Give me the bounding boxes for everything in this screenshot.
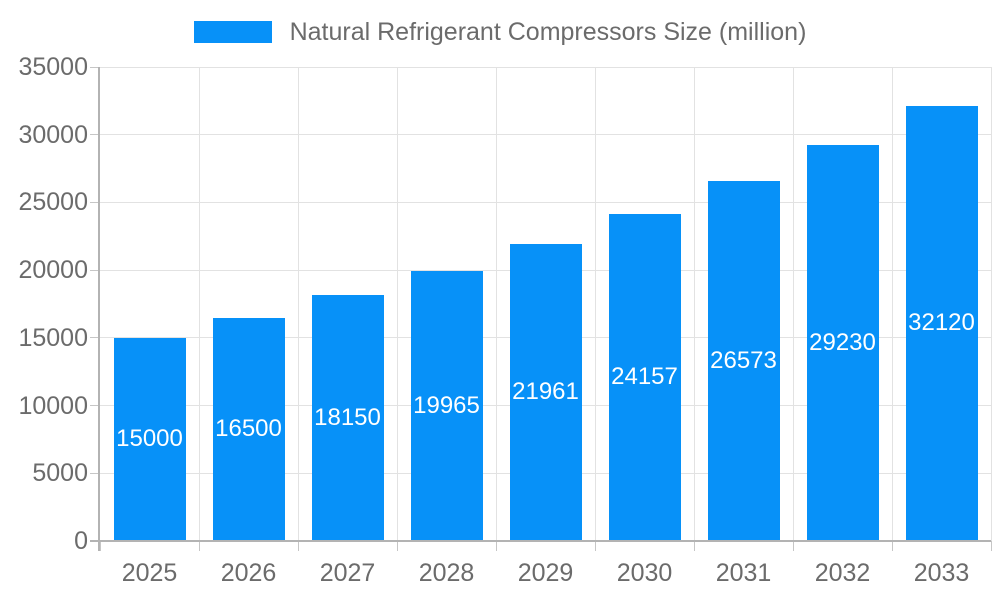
gridline-horizontal xyxy=(100,134,991,136)
x-axis-tick-label: 2026 xyxy=(220,559,277,587)
y-axis-tick-label: 0 xyxy=(74,527,88,555)
x-axis-tick-label: 2027 xyxy=(319,559,376,587)
x-axis-tick-label: 2025 xyxy=(121,559,178,587)
x-axis-tick-mark xyxy=(198,541,200,551)
gridline-vertical xyxy=(198,67,200,541)
bar[interactable]: 21961 xyxy=(509,243,582,541)
bar[interactable]: 24157 xyxy=(608,213,681,541)
x-axis-tick-mark xyxy=(693,541,695,551)
bar-value-label: 24157 xyxy=(611,363,678,391)
x-axis-tick-label: 2032 xyxy=(814,559,871,587)
bar-value-label: 18150 xyxy=(314,404,381,432)
x-axis-tick-mark xyxy=(990,541,992,551)
y-axis-tick-mark xyxy=(90,66,100,68)
bar-value-label: 29230 xyxy=(809,329,876,357)
x-axis-tick-mark xyxy=(594,541,596,551)
bar-value-label: 15000 xyxy=(116,425,183,453)
y-axis-tick-mark xyxy=(90,134,100,136)
x-axis-tick-label: 2030 xyxy=(616,559,673,587)
gridline-vertical xyxy=(792,67,794,541)
gridline-horizontal xyxy=(100,66,991,68)
y-axis-tick-mark xyxy=(90,405,100,407)
y-axis-tick-mark xyxy=(90,201,100,203)
gridline-vertical xyxy=(693,67,695,541)
x-axis-tick-mark xyxy=(99,541,101,551)
bar-value-label: 19965 xyxy=(413,391,480,419)
x-axis-tick-mark xyxy=(792,541,794,551)
x-axis-tick-label: 2028 xyxy=(418,559,475,587)
bar[interactable]: 19965 xyxy=(410,270,483,541)
x-axis-tick-label: 2033 xyxy=(913,559,970,587)
bar[interactable]: 29230 xyxy=(806,145,879,541)
x-axis-tick-mark xyxy=(495,541,497,551)
x-axis-tick-label: 2031 xyxy=(715,559,772,587)
x-axis-tick-label: 2029 xyxy=(517,559,574,587)
bar-value-label: 16500 xyxy=(215,415,282,443)
bar[interactable]: 16500 xyxy=(212,317,285,541)
legend[interactable]: Natural Refrigerant Compressors Size (mi… xyxy=(0,18,1000,46)
legend-label: Natural Refrigerant Compressors Size (mi… xyxy=(289,18,807,46)
bar[interactable]: 15000 xyxy=(113,337,186,541)
bar[interactable]: 32120 xyxy=(905,106,978,541)
gridline-vertical xyxy=(990,67,992,541)
bar-value-label: 26573 xyxy=(710,347,777,375)
y-axis-tick-label: 25000 xyxy=(18,188,88,217)
y-axis-tick-mark xyxy=(90,337,100,339)
y-axis-tick-label: 35000 xyxy=(18,53,88,81)
y-axis-line xyxy=(98,67,100,551)
x-axis-tick-mark xyxy=(297,541,299,551)
y-axis-tick-label: 30000 xyxy=(18,120,88,149)
y-axis-tick-mark xyxy=(90,472,100,474)
y-axis-tick-label: 15000 xyxy=(18,323,88,352)
bar[interactable]: 26573 xyxy=(707,181,780,541)
y-axis-tick-label: 20000 xyxy=(18,256,88,285)
x-axis-tick-mark xyxy=(891,541,893,551)
bar-value-label: 21961 xyxy=(512,378,579,406)
x-axis-tick-mark xyxy=(396,541,398,551)
legend-swatch xyxy=(193,21,272,43)
bar[interactable]: 18150 xyxy=(311,295,384,541)
y-axis-tick-label: 5000 xyxy=(32,459,88,488)
bar-value-label: 32120 xyxy=(908,309,975,337)
gridline-vertical xyxy=(594,67,596,541)
gridline-horizontal xyxy=(100,201,991,203)
gridline-vertical xyxy=(297,67,299,541)
gridline-vertical xyxy=(495,67,497,541)
y-axis-tick-mark xyxy=(90,269,100,271)
gridline-vertical xyxy=(396,67,398,541)
gridline-vertical xyxy=(891,67,893,541)
y-axis-tick-label: 10000 xyxy=(18,391,88,420)
x-axis-line xyxy=(90,540,991,542)
